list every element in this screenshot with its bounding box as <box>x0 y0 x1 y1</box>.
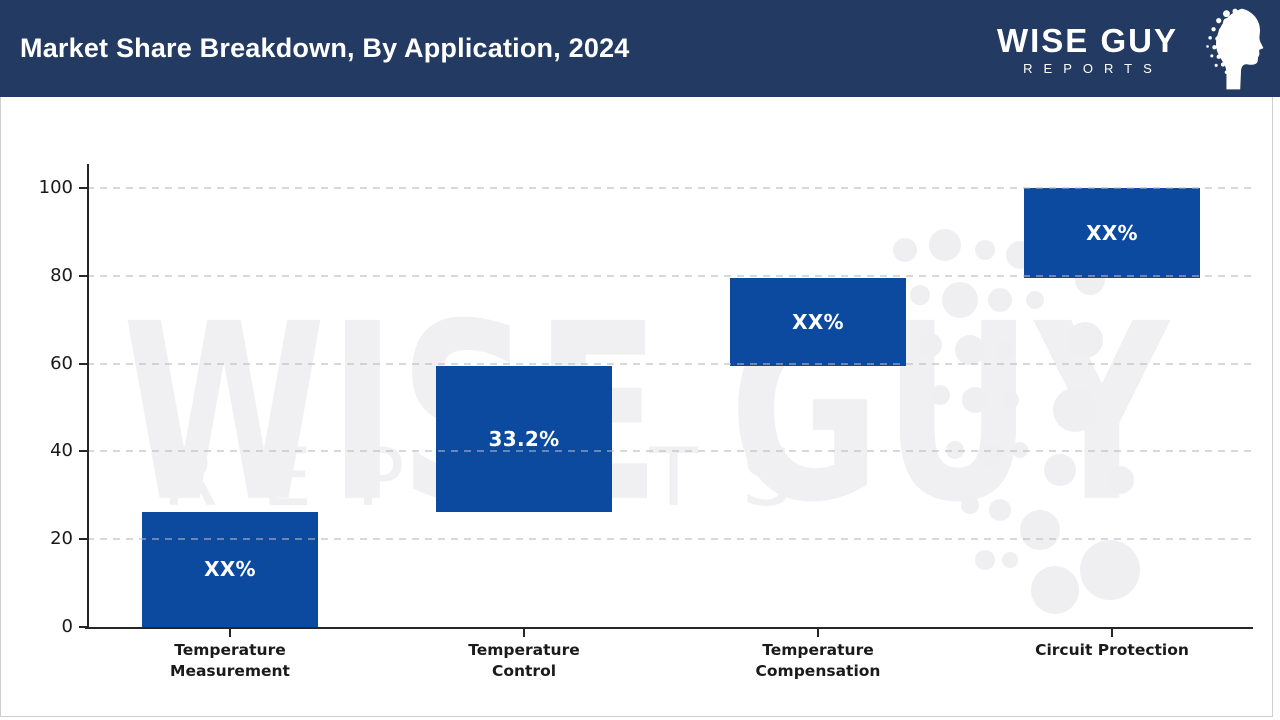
watermark-text-line1: WISE GUY <box>122 270 1171 556</box>
gridline-y80 <box>87 274 1253 277</box>
x-axis-tick <box>229 629 231 637</box>
gridline-y60 <box>87 362 1253 365</box>
x-axis-tick <box>523 629 525 637</box>
x-axis-tick <box>1111 629 1113 637</box>
x-axis-category-label: Circuit Protection <box>1035 641 1189 659</box>
waterfall-bar-2: 33.2% <box>436 366 612 512</box>
y-axis-line <box>87 164 89 629</box>
bar-value-label: 33.2% <box>488 427 560 452</box>
y-axis-tick-label: 60 <box>50 352 73 374</box>
waterfall-chart: XX% 33.2% XX% XX% 0 20 40 60 80 100 Temperature Me… <box>0 97 1280 720</box>
header-bar: Market Share Breakdown, By Application, … <box>0 0 1280 97</box>
gridline-y20 <box>87 538 1253 541</box>
face-profile-icon <box>1206 8 1264 90</box>
waterfall-bar-4: XX% <box>1024 188 1200 279</box>
page-title: Market Share Breakdown, By Application, … <box>20 33 630 63</box>
brand-subtitle: REPORTS <box>1023 61 1163 76</box>
x-axis-category-label: Temperature Measurement <box>170 641 290 680</box>
bar-value-label: XX% <box>1086 221 1138 246</box>
bar-value-label: XX% <box>792 310 844 335</box>
bar-value-label: XX% <box>204 557 256 582</box>
y-axis-tick <box>79 538 87 541</box>
waterfall-bar-3: XX% <box>730 278 906 367</box>
y-axis-tick <box>79 187 87 189</box>
gridline-y100 <box>87 187 1253 189</box>
brand-name: WISE GUY <box>996 22 1178 59</box>
y-axis-tick-label: 80 <box>50 264 73 286</box>
waterfall-bar-1: XX% <box>142 511 318 627</box>
y-axis-tick-label: 40 <box>50 440 73 462</box>
y-axis-tick <box>79 626 87 628</box>
x-axis-line <box>85 627 1253 629</box>
y-axis-tick-label: 20 <box>50 528 73 550</box>
y-axis-tick <box>79 450 87 453</box>
x-axis-category-label: Temperature Compensation <box>755 641 881 680</box>
brand-logo-text: WISE GUY REPORTS <box>997 22 1178 76</box>
brand-logo: WISE GUY REPORTS <box>997 6 1270 92</box>
gridline-y40 <box>87 450 1253 453</box>
y-axis-tick <box>79 274 87 277</box>
x-axis-category-label: Temperature Control <box>468 641 580 680</box>
x-axis-tick <box>817 629 819 637</box>
y-axis-tick <box>79 362 87 365</box>
y-axis-tick-label: 0 <box>61 616 73 637</box>
y-axis-tick-label: 100 <box>38 177 73 198</box>
